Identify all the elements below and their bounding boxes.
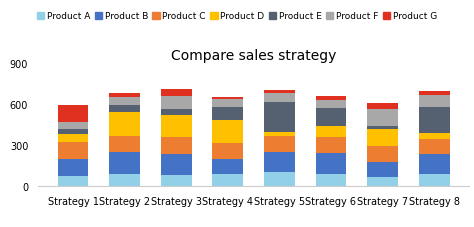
Bar xyxy=(367,162,398,177)
Bar xyxy=(419,91,450,96)
Bar xyxy=(212,143,243,159)
Bar xyxy=(316,153,346,174)
Legend: Product A, Product B, Product C, Product D, Product E, Product F, Product G: Product A, Product B, Product C, Product… xyxy=(36,11,438,22)
Bar xyxy=(264,102,295,132)
Bar xyxy=(212,100,243,107)
Title: Compare sales strategy: Compare sales strategy xyxy=(171,48,336,62)
Bar xyxy=(419,140,450,155)
Bar xyxy=(367,126,398,129)
Bar xyxy=(367,177,398,186)
Bar xyxy=(419,155,450,174)
Bar xyxy=(212,107,243,121)
Bar xyxy=(161,109,191,115)
Bar xyxy=(57,177,89,186)
Bar xyxy=(161,137,191,155)
Bar xyxy=(367,129,398,147)
Bar xyxy=(264,132,295,136)
Bar xyxy=(316,96,346,101)
Bar xyxy=(109,105,140,113)
Bar xyxy=(264,94,295,102)
Bar xyxy=(161,115,191,137)
Bar xyxy=(109,113,140,136)
Bar xyxy=(109,94,140,98)
Bar xyxy=(419,107,450,134)
Bar xyxy=(316,126,346,138)
Bar xyxy=(161,175,191,186)
Bar xyxy=(57,159,89,177)
Bar xyxy=(264,136,295,153)
Bar xyxy=(316,109,346,126)
Bar xyxy=(316,101,346,109)
Bar xyxy=(212,98,243,100)
Bar xyxy=(316,138,346,153)
Bar xyxy=(161,155,191,175)
Bar xyxy=(367,103,398,110)
Bar xyxy=(367,147,398,162)
Bar xyxy=(161,89,191,97)
Bar xyxy=(109,136,140,153)
Bar xyxy=(161,97,191,109)
Bar xyxy=(212,159,243,174)
Bar xyxy=(212,174,243,186)
Bar xyxy=(109,174,140,186)
Bar xyxy=(264,91,295,94)
Bar xyxy=(419,134,450,140)
Bar xyxy=(109,153,140,174)
Bar xyxy=(57,129,89,134)
Bar xyxy=(419,96,450,107)
Bar xyxy=(316,174,346,186)
Bar xyxy=(57,143,89,159)
Bar xyxy=(264,173,295,186)
Bar xyxy=(109,98,140,105)
Bar xyxy=(419,174,450,186)
Bar xyxy=(212,121,243,143)
Bar xyxy=(264,153,295,173)
Bar xyxy=(57,134,89,143)
Bar xyxy=(57,106,89,122)
Bar xyxy=(367,110,398,126)
Bar xyxy=(57,122,89,129)
